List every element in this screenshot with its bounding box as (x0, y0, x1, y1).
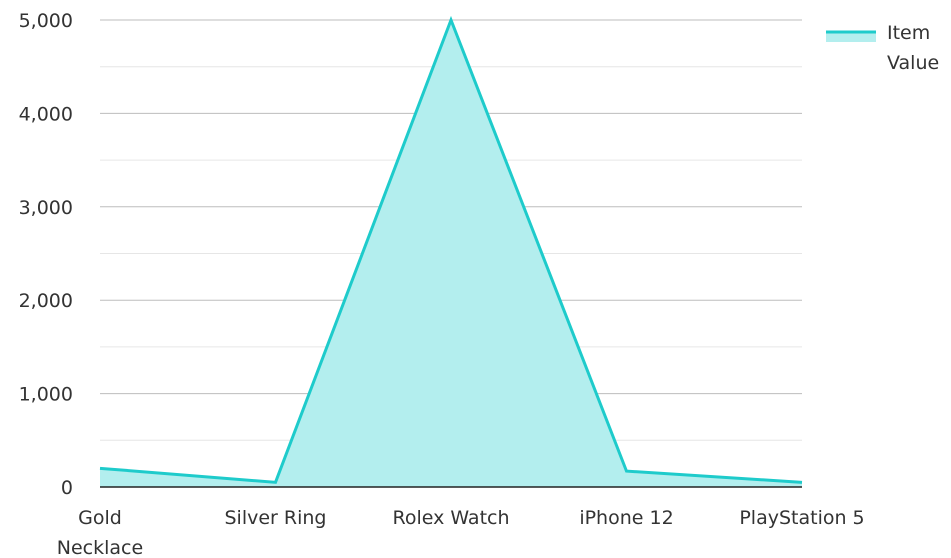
x-tick-label: Silver Ring (225, 507, 327, 529)
x-tick-label: PlayStation 5 (739, 507, 864, 529)
legend-label: Item Value (887, 22, 939, 74)
legend-swatch-fill (826, 32, 876, 42)
y-tick-label: 1,000 (19, 384, 73, 406)
x-tick-label: Gold Necklace (57, 507, 143, 558)
series-line (99, 15, 803, 484)
y-tick-label: 0 (61, 477, 73, 499)
y-tick-labels: 0 1,000 2,000 3,000 4,000 5,000 (19, 10, 73, 499)
series-area-fill (100, 20, 802, 487)
x-tick-label: Rolex Watch (392, 507, 509, 529)
x-tick-labels: Gold Necklace Silver Ring Rolex Watch iPhone… (57, 507, 865, 558)
y-tick-label: 3,000 (19, 197, 73, 219)
y-tick-label: 4,000 (19, 103, 73, 125)
y-tick-label: 5,000 (19, 10, 73, 32)
y-tick-label: 2,000 (19, 290, 73, 312)
x-tick-label: iPhone 12 (579, 507, 673, 529)
legend[interactable]: Item Value (826, 22, 939, 74)
series-area-layer (99, 15, 803, 487)
